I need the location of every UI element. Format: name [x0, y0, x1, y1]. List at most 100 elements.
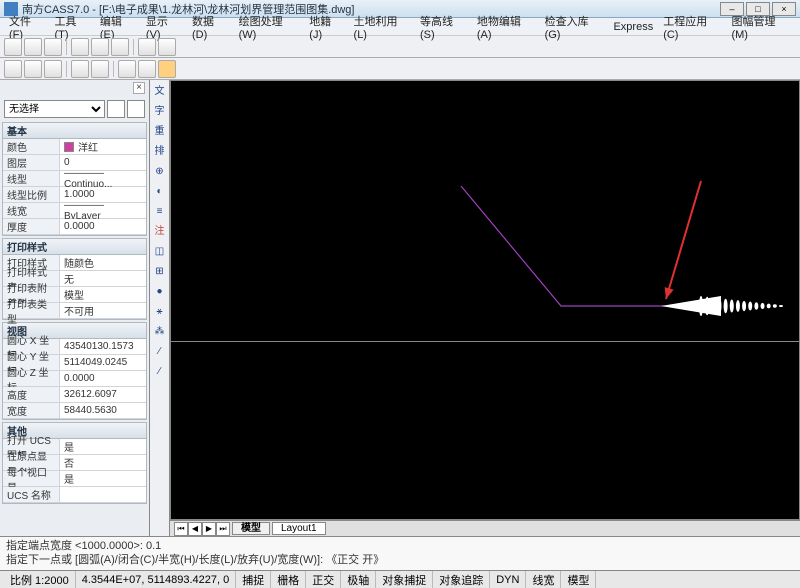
tab-nav-first[interactable]: ⏮ [174, 522, 188, 536]
tool-e[interactable] [91, 60, 109, 78]
tool-save[interactable] [44, 38, 62, 56]
tool-paste[interactable] [111, 38, 129, 56]
vtool-btn[interactable]: 排 [152, 144, 168, 160]
property-label: 高度 [3, 387, 59, 402]
tab-nav-prev[interactable]: ◀ [188, 522, 202, 536]
vtool-btn[interactable]: ⊕ [152, 164, 168, 180]
property-row[interactable]: 厚度0.0000 [3, 219, 146, 235]
vtool-btn[interactable]: ≡ [152, 204, 168, 220]
menu-item[interactable]: 地物编辑(A) [472, 12, 540, 42]
tool-new[interactable] [4, 38, 22, 56]
statusbar: 比例 1:2000 4.3544E+07, 5114893.4227, 0 捕捉… [0, 570, 800, 588]
command-area[interactable]: 指定端点宽度 <1000.0000>: 0.1 指定下一点或 [圆弧(A)/闭合… [0, 536, 800, 570]
vtool-btn[interactable]: ⚹ [152, 304, 168, 320]
menu-item[interactable]: Express [608, 20, 658, 34]
property-row[interactable]: 圆心 Z 坐标0.0000 [3, 371, 146, 387]
section-header[interactable]: 打印样式 [3, 239, 146, 255]
property-row[interactable]: 线宽———— ByLayer [3, 203, 146, 219]
status-coords: 4.3544E+07, 5114893.4227, 0 [76, 571, 237, 588]
tool-g[interactable] [138, 60, 156, 78]
property-value[interactable]: 是 [59, 439, 146, 454]
tool-undo[interactable] [138, 38, 156, 56]
selection-dropdown[interactable]: 无选择 [4, 100, 105, 118]
property-label: 厚度 [3, 219, 59, 234]
vtool-btn[interactable]: ∕ [152, 364, 168, 380]
property-row[interactable]: 每个视口显...是 [3, 471, 146, 487]
status-toggle[interactable]: 正交 [306, 571, 341, 588]
status-toggle[interactable]: 捕捉 [236, 571, 271, 588]
section-basic: 基本颜色洋红图层0线型———— Continuo...线型比例1.0000线宽—… [2, 122, 147, 236]
property-label: UCS 名称 [3, 487, 59, 502]
property-value[interactable]: 5114049.0245 [59, 355, 146, 370]
tool-cut[interactable] [71, 38, 89, 56]
property-row[interactable]: UCS 名称 [3, 487, 146, 503]
vtool-btn[interactable]: 字 [152, 104, 168, 120]
property-value[interactable]: ———— ByLayer [59, 203, 146, 218]
drawing-canvas[interactable] [170, 80, 800, 520]
status-toggle[interactable]: 线宽 [526, 571, 561, 588]
status-toggle[interactable]: 栅格 [271, 571, 306, 588]
status-toggle[interactable]: DYN [490, 571, 526, 588]
section-header[interactable]: 基本 [3, 123, 146, 139]
vtool-btn[interactable]: ∕ [152, 344, 168, 360]
vtool-btn[interactable]: ◐ [152, 184, 168, 200]
property-value[interactable]: 洋红 [59, 139, 146, 154]
property-row[interactable]: 高度32612.6097 [3, 387, 146, 403]
menu-item[interactable]: 图幅管理(M) [726, 12, 795, 42]
panel-close-icon[interactable]: × [133, 82, 145, 94]
menu-item[interactable]: 土地利用(L) [349, 12, 415, 42]
tool-f[interactable] [118, 60, 136, 78]
menu-item[interactable]: 检查入库(G) [540, 12, 609, 42]
status-toggle[interactable]: 极轴 [341, 571, 376, 588]
property-value[interactable]: 模型 [59, 287, 146, 302]
property-row[interactable]: 线型———— Continuo... [3, 171, 146, 187]
tool-redo[interactable] [158, 38, 176, 56]
status-toggle[interactable]: 模型 [561, 571, 596, 588]
vtool-btn[interactable]: 文 [152, 84, 168, 100]
property-value[interactable]: 43540130.1573 [59, 339, 146, 354]
tool-open[interactable] [24, 38, 42, 56]
menu-item[interactable]: 数据(D) [187, 12, 234, 42]
menu-item[interactable]: 工程应用(C) [658, 12, 726, 42]
property-row[interactable]: 宽度58440.5630 [3, 403, 146, 419]
tool-copy[interactable] [91, 38, 109, 56]
property-value[interactable]: 0.0000 [59, 371, 146, 386]
tool-b[interactable] [24, 60, 42, 78]
layout-tab[interactable]: Layout1 [272, 522, 326, 535]
vtool-btn[interactable]: ⁂ [152, 324, 168, 340]
tool-a[interactable] [4, 60, 22, 78]
cmd-line1: 指定端点宽度 <1000.0000>: 0.1 [6, 539, 794, 553]
cmd-line2: 指定下一点或 [圆弧(A)/闭合(C)/半宽(H)/长度(L)/放弃(U)/宽度… [6, 553, 794, 567]
property-value[interactable]: 无 [59, 271, 146, 286]
property-value[interactable]: 32612.6097 [59, 387, 146, 402]
vtool-btn[interactable]: ◫ [152, 244, 168, 260]
menu-item[interactable]: 地籍(J) [304, 12, 348, 42]
status-toggle[interactable]: 对象追踪 [433, 571, 490, 588]
property-value[interactable]: 不可用 [59, 303, 146, 318]
menu-item[interactable]: 绘图处理(W) [234, 12, 305, 42]
property-value[interactable]: 0.0000 [59, 219, 146, 234]
property-label: 打印表类型 [3, 303, 59, 318]
menu-item[interactable]: 等高线(S) [415, 12, 472, 42]
property-value[interactable] [59, 487, 146, 502]
vtool-btn[interactable]: 注 [152, 224, 168, 240]
property-value[interactable]: 随颜色 [59, 255, 146, 270]
tool-d[interactable] [71, 60, 89, 78]
property-value[interactable]: 58440.5630 [59, 403, 146, 418]
selection-btn2[interactable] [127, 100, 145, 118]
vtool-btn[interactable]: ⊞ [152, 264, 168, 280]
vtool-btn[interactable]: ● [152, 284, 168, 300]
tab-nav-last[interactable]: ⏭ [216, 522, 230, 536]
vtool-btn[interactable]: 重 [152, 124, 168, 140]
property-row[interactable]: 打印表类型不可用 [3, 303, 146, 319]
tool-h[interactable] [158, 60, 176, 78]
property-value[interactable]: ———— Continuo... [59, 171, 146, 186]
layout-tab[interactable]: 模型 [232, 522, 270, 535]
selection-btn1[interactable] [107, 100, 125, 118]
status-toggle[interactable]: 对象捕捉 [376, 571, 433, 588]
tab-nav-next[interactable]: ▶ [202, 522, 216, 536]
property-row[interactable]: 颜色洋红 [3, 139, 146, 155]
property-value[interactable]: 否 [59, 455, 146, 470]
tool-c[interactable] [44, 60, 62, 78]
property-value[interactable]: 是 [59, 471, 146, 486]
